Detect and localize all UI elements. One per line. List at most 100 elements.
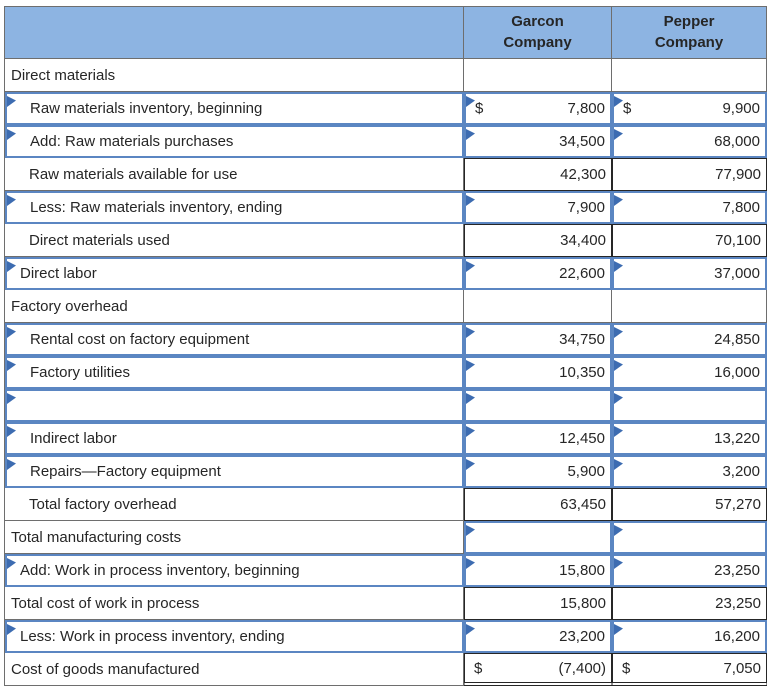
- pepper-input-cell[interactable]: 16,000: [612, 356, 767, 389]
- garcon-input-cell[interactable]: 12,450: [464, 422, 612, 455]
- row-label-factory-utilities[interactable]: Factory utilities: [5, 356, 464, 389]
- input-flag-icon: [614, 261, 623, 274]
- input-flag-icon: [466, 327, 475, 340]
- row-label-rental-cost-factory-equipment[interactable]: Rental cost on factory equipment: [5, 323, 464, 356]
- input-flag-icon: [614, 195, 623, 208]
- pepper-input-cell[interactable]: 7,800: [612, 191, 767, 224]
- row-label-raw-materials-inventory-beginning[interactable]: Raw materials inventory, beginning: [5, 92, 464, 125]
- schedule-table: Garcon Company Pepper Company Direct mat…: [4, 6, 767, 686]
- pepper-input-cell[interactable]: 24,850: [612, 323, 767, 356]
- input-flag-icon: [614, 558, 623, 571]
- row-label-total-factory-overhead: Total factory overhead: [5, 488, 464, 521]
- row-label-raw-materials-available: Raw materials available for use: [5, 158, 464, 191]
- row-label-repairs-factory-equipment[interactable]: Repairs—Factory equipment: [5, 455, 464, 488]
- input-flag-icon: [614, 96, 623, 109]
- input-flag-icon: [7, 96, 16, 109]
- input-flag-icon: [7, 195, 16, 208]
- input-flag-icon: [7, 327, 16, 340]
- garcon-input-cell[interactable]: 22,600: [464, 257, 612, 290]
- table-row: Indirect labor 12,450 13,220: [5, 422, 767, 455]
- input-flag-icon: [466, 459, 475, 472]
- table-row: Less: Raw materials inventory, ending 7,…: [5, 191, 767, 224]
- table-row: Raw materials available for use 42,300 7…: [5, 158, 767, 191]
- header-garcon-company: Garcon Company: [464, 7, 612, 59]
- input-flag-icon: [614, 525, 623, 538]
- input-flag-icon: [466, 360, 475, 373]
- input-flag-icon: [7, 459, 16, 472]
- garcon-computed-cell: 63,450: [464, 488, 612, 521]
- table-row: Factory utilities 10,350 16,000: [5, 356, 767, 389]
- pepper-computed-cell: 77,900: [612, 158, 767, 191]
- garcon-computed-cell: 42,300: [464, 158, 612, 191]
- table-row: Direct labor 22,600 37,000: [5, 257, 767, 290]
- pepper-value-cell: [612, 290, 767, 323]
- garcon-computed-cell: 15,800: [464, 587, 612, 620]
- pepper-input-cell[interactable]: [612, 521, 767, 554]
- row-label-blank-overhead-item[interactable]: [5, 389, 464, 422]
- input-flag-icon: [466, 393, 475, 406]
- row-label-direct-materials-used: Direct materials used: [5, 224, 464, 257]
- garcon-input-cell[interactable]: 23,200: [464, 620, 612, 653]
- pepper-input-cell[interactable]: 13,220: [612, 422, 767, 455]
- garcon-input-cell[interactable]: [464, 521, 612, 554]
- input-flag-icon: [7, 129, 16, 142]
- garcon-input-cell[interactable]: $7,800: [464, 92, 612, 125]
- pepper-input-cell[interactable]: $9,900: [612, 92, 767, 125]
- input-flag-icon: [466, 261, 475, 274]
- pepper-input-cell[interactable]: 68,000: [612, 125, 767, 158]
- input-flag-icon: [614, 393, 623, 406]
- input-flag-icon: [466, 96, 475, 109]
- pepper-input-cell[interactable]: 3,200: [612, 455, 767, 488]
- header-empty-cell: [5, 7, 464, 59]
- row-label-direct-materials: Direct materials: [5, 59, 464, 92]
- row-label-direct-labor[interactable]: Direct labor: [5, 257, 464, 290]
- input-flag-icon: [614, 426, 623, 439]
- table-row: Direct materials used 34,400 70,100: [5, 224, 767, 257]
- garcon-input-cell[interactable]: 15,800: [464, 554, 612, 587]
- row-label-total-cost-of-wip: Total cost of work in process: [5, 587, 464, 620]
- garcon-computed-cell: $ (7,400): [464, 653, 612, 686]
- table-row: Cost of goods manufactured $ (7,400) $7,0…: [5, 653, 767, 686]
- header-row: Garcon Company Pepper Company: [5, 7, 767, 59]
- input-flag-icon: [466, 525, 475, 538]
- input-flag-icon: [466, 426, 475, 439]
- row-label-add-wip-beginning[interactable]: Add: Work in process inventory, beginnin…: [5, 554, 464, 587]
- garcon-computed-cell: 34,400: [464, 224, 612, 257]
- garcon-input-cell[interactable]: 10,350: [464, 356, 612, 389]
- input-flag-icon: [466, 624, 475, 637]
- garcon-input-cell[interactable]: 5,900: [464, 455, 612, 488]
- row-label-less-raw-materials-inventory-ending[interactable]: Less: Raw materials inventory, ending: [5, 191, 464, 224]
- table-row: Rental cost on factory equipment 34,750 …: [5, 323, 767, 356]
- row-label-less-wip-ending[interactable]: Less: Work in process inventory, ending: [5, 620, 464, 653]
- table-row: Total manufacturing costs: [5, 521, 767, 554]
- table-row: Raw materials inventory, beginning $7,80…: [5, 92, 767, 125]
- input-flag-icon: [7, 360, 16, 373]
- row-label-indirect-labor[interactable]: Indirect labor: [5, 422, 464, 455]
- table-row: [5, 389, 767, 422]
- input-flag-icon: [7, 261, 16, 274]
- row-label-factory-overhead: Factory overhead: [5, 290, 464, 323]
- garcon-input-cell[interactable]: 7,900: [464, 191, 612, 224]
- pepper-computed-cell: $7,050: [612, 653, 767, 686]
- garcon-input-cell[interactable]: 34,500: [464, 125, 612, 158]
- garcon-input-cell[interactable]: 34,750: [464, 323, 612, 356]
- row-label-cost-of-goods-manufactured: Cost of goods manufactured: [5, 653, 464, 686]
- pepper-computed-cell: 57,270: [612, 488, 767, 521]
- pepper-computed-cell: 70,100: [612, 224, 767, 257]
- input-flag-icon: [614, 624, 623, 637]
- pepper-input-cell[interactable]: 23,250: [612, 554, 767, 587]
- pepper-input-cell[interactable]: 16,200: [612, 620, 767, 653]
- pepper-input-cell[interactable]: [612, 389, 767, 422]
- row-label-add-raw-materials-purchases[interactable]: Add: Raw materials purchases: [5, 125, 464, 158]
- table-row: Add: Work in process inventory, beginnin…: [5, 554, 767, 587]
- input-flag-icon: [614, 360, 623, 373]
- table-row: Repairs—Factory equipment 5,900 3,200: [5, 455, 767, 488]
- input-flag-icon: [466, 558, 475, 571]
- pepper-input-cell[interactable]: 37,000: [612, 257, 767, 290]
- input-flag-icon: [466, 129, 475, 142]
- input-flag-icon: [7, 558, 16, 571]
- input-flag-icon: [7, 426, 16, 439]
- garcon-input-cell[interactable]: [464, 389, 612, 422]
- input-flag-icon: [614, 129, 623, 142]
